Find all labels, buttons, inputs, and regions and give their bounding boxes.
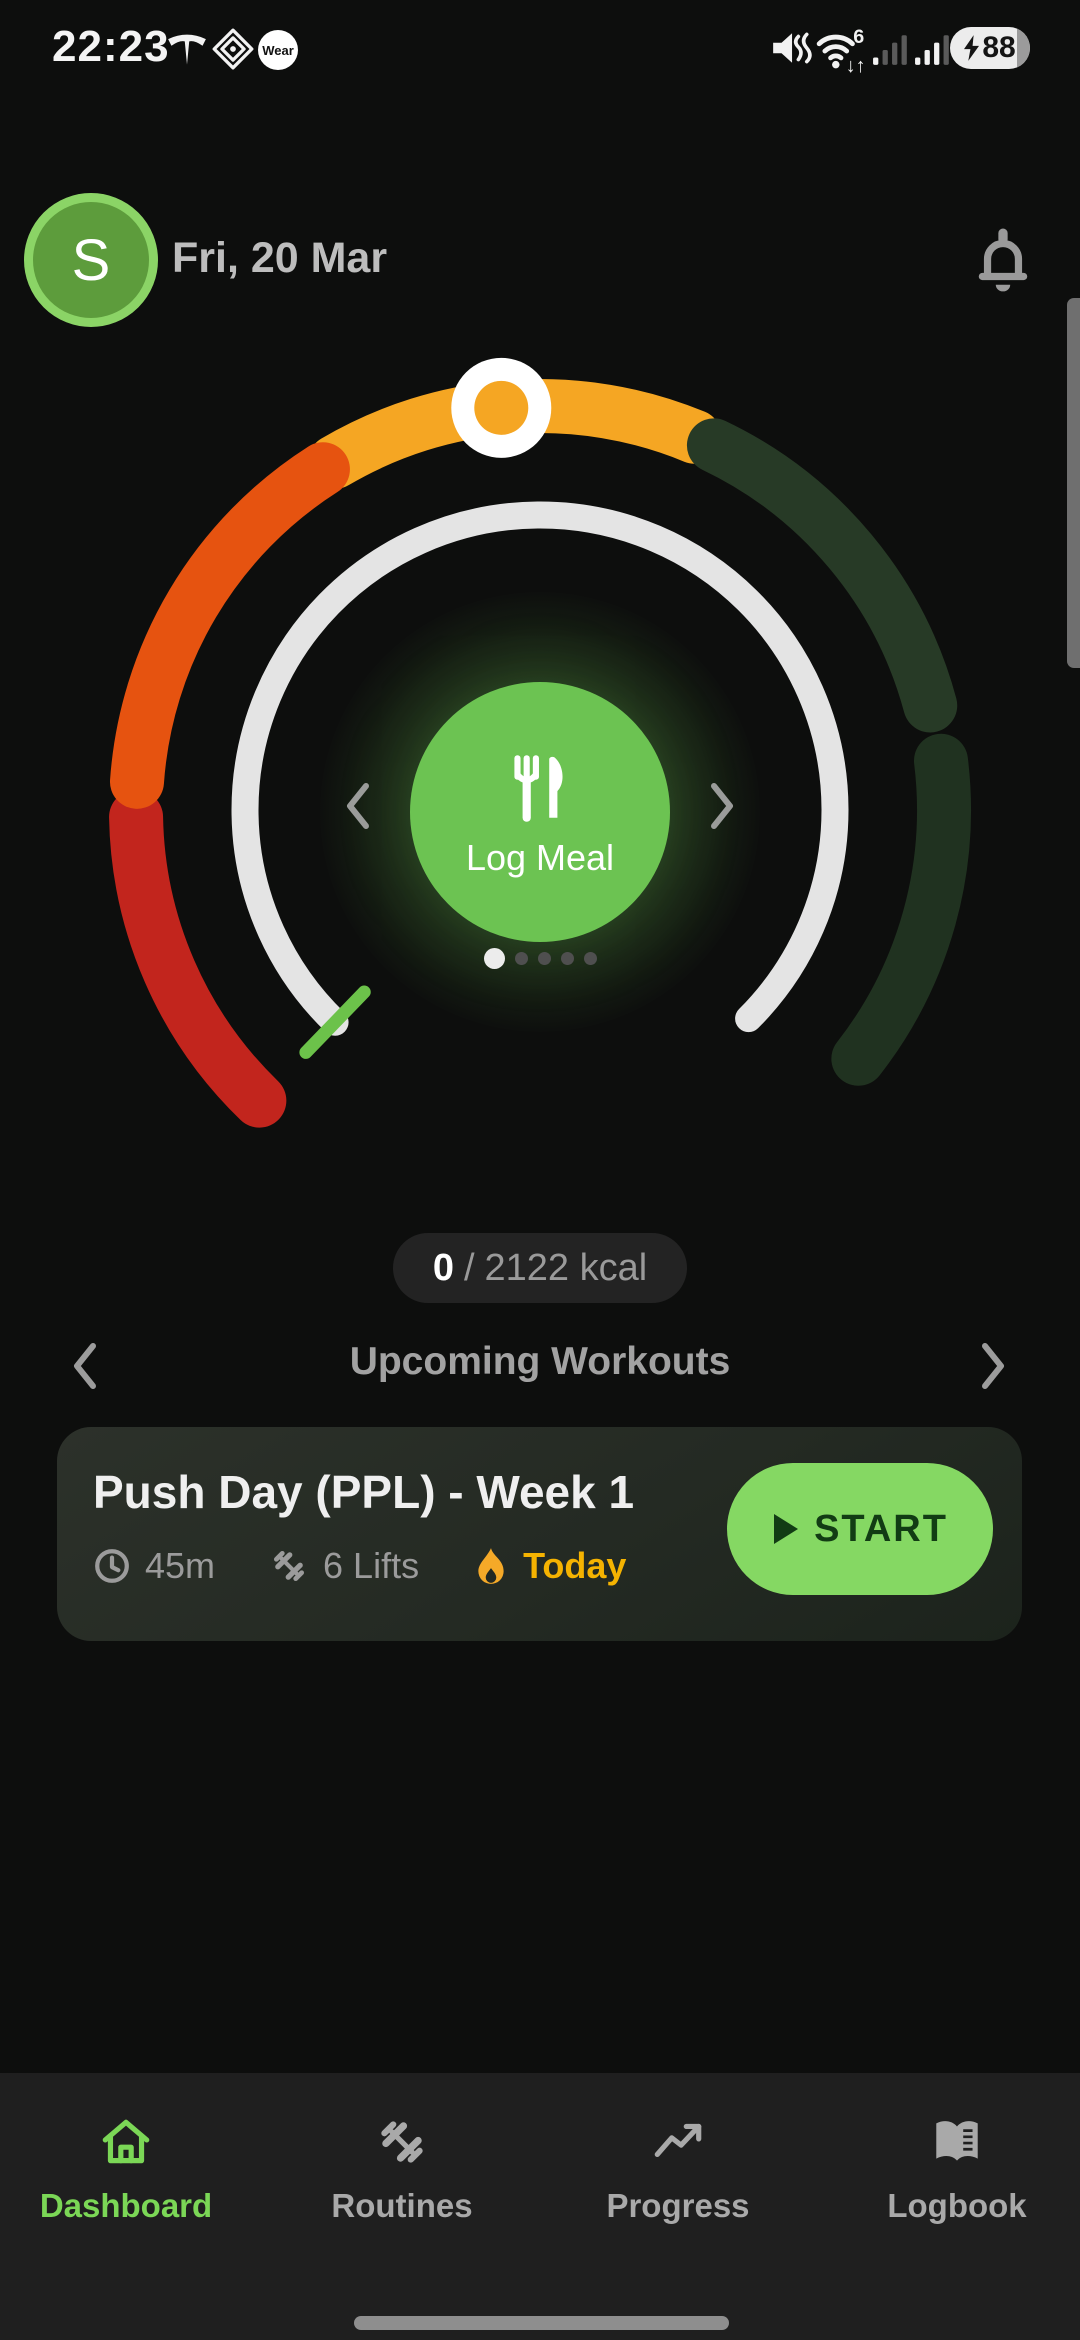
workout-meta-row: 45m 6 Lifts Today xyxy=(93,1545,626,1587)
workouts-prev-icon[interactable] xyxy=(66,1338,106,1394)
svg-text:6: 6 xyxy=(853,26,864,48)
status-time: 22:23 xyxy=(52,22,170,71)
carousel-dot-3[interactable] xyxy=(560,952,574,965)
svg-text:↓↑: ↓↑ xyxy=(846,55,866,74)
header-date: Fri, 20 Mar xyxy=(172,234,388,282)
battery-level-cap xyxy=(1017,27,1030,69)
carousel-dot-2[interactable] xyxy=(537,952,551,965)
signal-sim1-icon xyxy=(873,35,907,65)
logbook-icon xyxy=(936,2121,978,2161)
calories-target: 2122 kcal xyxy=(484,1246,648,1289)
chevron-right-icon[interactable] xyxy=(702,776,742,836)
clock-icon xyxy=(95,1549,129,1583)
start-workout-button[interactable]: START xyxy=(727,1463,993,1595)
play-icon xyxy=(774,1514,799,1544)
fork-knife-icon xyxy=(514,755,563,822)
carousel-dot-4[interactable] xyxy=(583,952,597,965)
workout-title: Push Day (PPL) - Week 1 xyxy=(93,1466,635,1518)
flame-icon xyxy=(478,1548,504,1584)
gauge-marker-ring[interactable] xyxy=(451,357,552,458)
tesla-notification-icon xyxy=(168,34,206,65)
workout-card[interactable]: Push Day (PPL) - Week 1 45m 6 Lifts xyxy=(57,1427,1022,1641)
battery-indicator: 88 xyxy=(950,27,1030,69)
log-meal-button[interactable]: Log Meal xyxy=(410,682,670,942)
segment-right-lower-green xyxy=(831,733,971,1086)
dumbbell-icon xyxy=(274,1550,305,1582)
gauge-marker-fill[interactable] xyxy=(474,380,529,435)
workout-day-badge: Today xyxy=(523,1545,627,1586)
charging-bolt-icon xyxy=(964,35,980,61)
segment-left-orangered xyxy=(109,442,350,809)
carousel-dot-1[interactable] xyxy=(514,952,528,965)
bottom-nav: Dashboard Routines Progress xyxy=(0,2073,1080,2340)
avatar-letter: S xyxy=(71,227,111,293)
calorie-summary-pill[interactable]: 0 / 2122 kcal xyxy=(393,1233,687,1303)
home-icon xyxy=(102,2119,150,2164)
dumbbell-nav-icon xyxy=(381,2121,423,2163)
nav-item-progress[interactable]: Progress xyxy=(568,2113,788,2225)
avatar[interactable]: S xyxy=(24,193,158,327)
segment-right-upper-green xyxy=(686,418,958,733)
workouts-next-icon[interactable] xyxy=(972,1338,1012,1394)
calories-consumed: 0 xyxy=(432,1246,454,1289)
carousel-dots[interactable] xyxy=(0,948,1080,969)
signal-sim2-icon xyxy=(915,35,949,65)
scrollbar-thumb[interactable] xyxy=(1067,298,1080,668)
workout-duration: 45m xyxy=(145,1545,216,1586)
sound-muted-icon xyxy=(773,32,812,64)
nav-item-dashboard[interactable]: Dashboard xyxy=(16,2113,236,2225)
upcoming-workouts-title: Upcoming Workouts xyxy=(349,1340,731,1383)
diamond-app-notification-icon xyxy=(212,28,254,70)
wear-os-notification-icon: Wear xyxy=(258,30,298,70)
bell-icon[interactable] xyxy=(974,228,1032,294)
carousel-dot-0[interactable] xyxy=(483,948,505,969)
gauge-start-tick xyxy=(299,985,371,1059)
segment-top-orange xyxy=(307,379,722,489)
chevron-left-icon[interactable] xyxy=(338,776,378,836)
workout-lifts: 6 Lifts xyxy=(323,1545,420,1586)
gesture-bar[interactable] xyxy=(354,2316,729,2330)
trending-up-icon xyxy=(654,2123,702,2158)
nav-item-logbook[interactable]: Logbook xyxy=(847,2113,1067,2225)
log-meal-label: Log Meal xyxy=(465,837,615,878)
nav-item-routines[interactable]: Routines xyxy=(292,2113,512,2225)
wifi6-icon: 6 ↓↑ xyxy=(816,26,866,74)
